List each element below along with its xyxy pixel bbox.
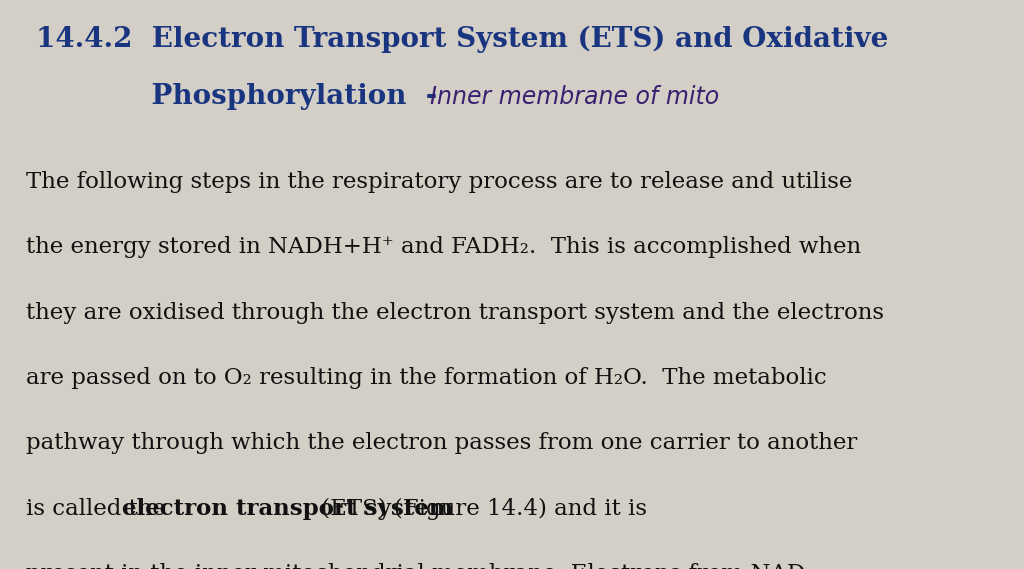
Text: pathway through which the electron passes from one carrier to another: pathway through which the electron passe…	[26, 432, 857, 455]
Text: the energy stored in NADH+H⁺ and FADH₂.  This is accomplished when: the energy stored in NADH+H⁺ and FADH₂. …	[26, 236, 861, 258]
Text: Inner membrane of mito: Inner membrane of mito	[430, 85, 719, 109]
Text: electron transport system: electron transport system	[122, 498, 453, 520]
Text: The following steps in the respiratory process are to release and utilise: The following steps in the respiratory p…	[26, 171, 852, 193]
Text: Phosphorylation  -: Phosphorylation -	[36, 83, 457, 109]
Text: 14.4.2  Electron Transport System (ETS) and Oxidative: 14.4.2 Electron Transport System (ETS) a…	[36, 26, 888, 53]
Text: are passed on to O₂ resulting in the formation of H₂O.  The metabolic: are passed on to O₂ resulting in the for…	[26, 367, 826, 389]
Text: is called the: is called the	[26, 498, 173, 520]
Text: they are oxidised through the electron transport system and the electrons: they are oxidised through the electron t…	[26, 302, 884, 324]
Text: present in the inner mitochondrial membrane. Electrons from NAD: present in the inner mitochondrial membr…	[26, 563, 805, 569]
Text: (ETS) (Figure 14.4) and it is: (ETS) (Figure 14.4) and it is	[313, 498, 646, 520]
